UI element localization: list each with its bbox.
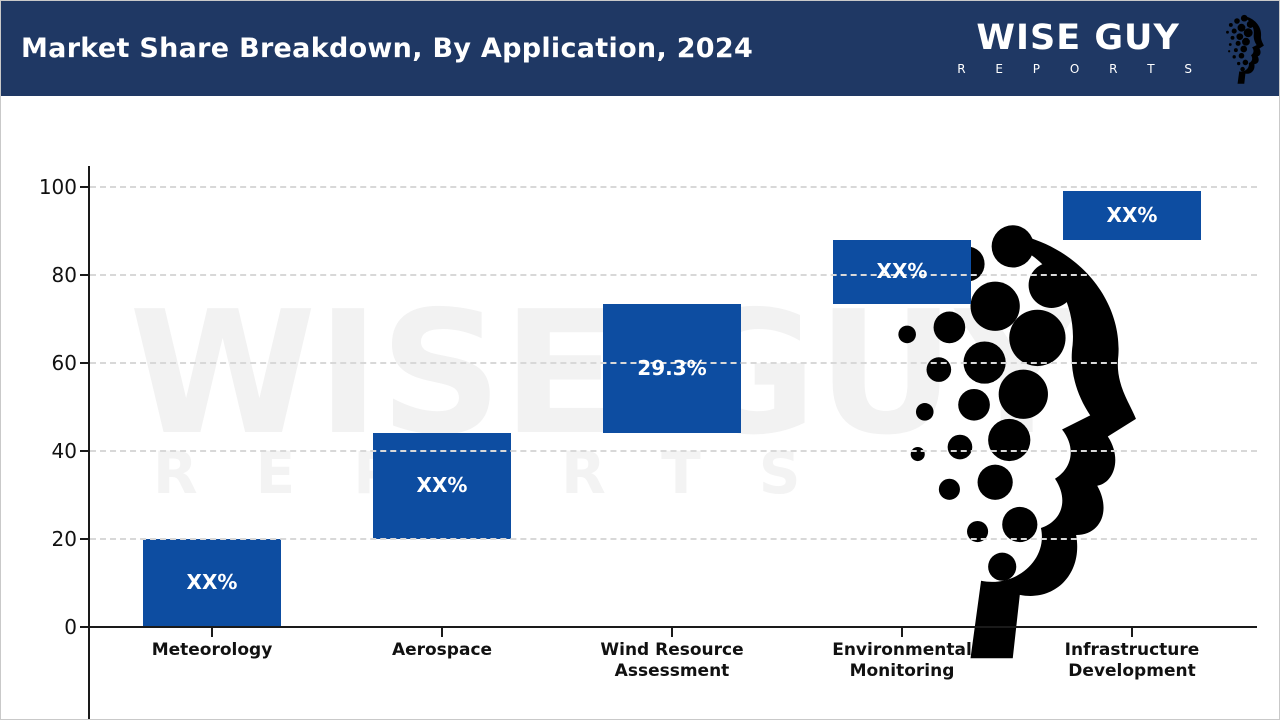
x-tick-mark (901, 628, 903, 637)
y-tick-mark-80 (80, 274, 89, 276)
x-tick-label: Wind Resource Assessment (600, 640, 744, 681)
y-tick-mark-60 (80, 362, 89, 364)
logo-subtitle: R E P O R T S (957, 62, 1205, 76)
y-tick-label-0: 0 (64, 615, 77, 639)
logo-wordmark: WISE GUY (976, 18, 1180, 58)
wise-guy-logo: WISE GUY R E P O R T S (951, 1, 1265, 96)
x-tick-mark (441, 628, 443, 637)
x-tick-label: Environmental Monitoring (832, 640, 972, 681)
bar-infrastructure (1063, 191, 1201, 240)
page-title: Market Share Breakdown, By Application, … (21, 33, 754, 64)
gridline-20 (90, 538, 1257, 540)
y-tick-label-80: 80 (51, 263, 77, 287)
y-tick-mark-40 (80, 450, 89, 452)
bar-value-label: XX% (1106, 202, 1158, 227)
x-tick-label: Aerospace (391, 640, 493, 660)
y-tick-mark-20 (80, 538, 89, 540)
bar-value-label: XX% (186, 570, 238, 594)
x-tick-mark (1131, 628, 1133, 637)
bar-environmental (833, 239, 971, 305)
y-tick-mark-100 (80, 186, 89, 188)
header: Market Share Breakdown, By Application, … (1, 1, 1279, 96)
bar-wind-resource (603, 304, 741, 434)
gridline-100 (90, 186, 1257, 188)
gridline-80 (90, 274, 1257, 276)
logo-head-icon (1226, 14, 1264, 84)
bar-meteorology (143, 539, 281, 627)
y-tick-mark-0 (80, 626, 89, 628)
gridline-40 (90, 450, 1257, 452)
x-tick-mark (671, 628, 673, 637)
gridline-60 (90, 362, 1257, 364)
bar-value-label: XX% (876, 259, 928, 284)
x-tick-label: Meteorology (151, 640, 273, 660)
y-tick-label-60: 60 (51, 351, 77, 375)
logo-text: WISE GUY R E P O R T S (951, 18, 1205, 77)
bar-value-label: XX% (416, 473, 468, 498)
x-tick-mark (211, 628, 213, 637)
y-tick-label-20: 20 (51, 527, 77, 551)
x-axis-line (87, 626, 1257, 628)
x-tick-label: Infrastructure Development (1064, 640, 1200, 681)
y-axis-line (88, 166, 90, 719)
y-tick-label-100: 100 (38, 175, 77, 199)
y-tick-label-40: 40 (51, 439, 77, 463)
bar-value-label: 29.3% (637, 355, 707, 380)
